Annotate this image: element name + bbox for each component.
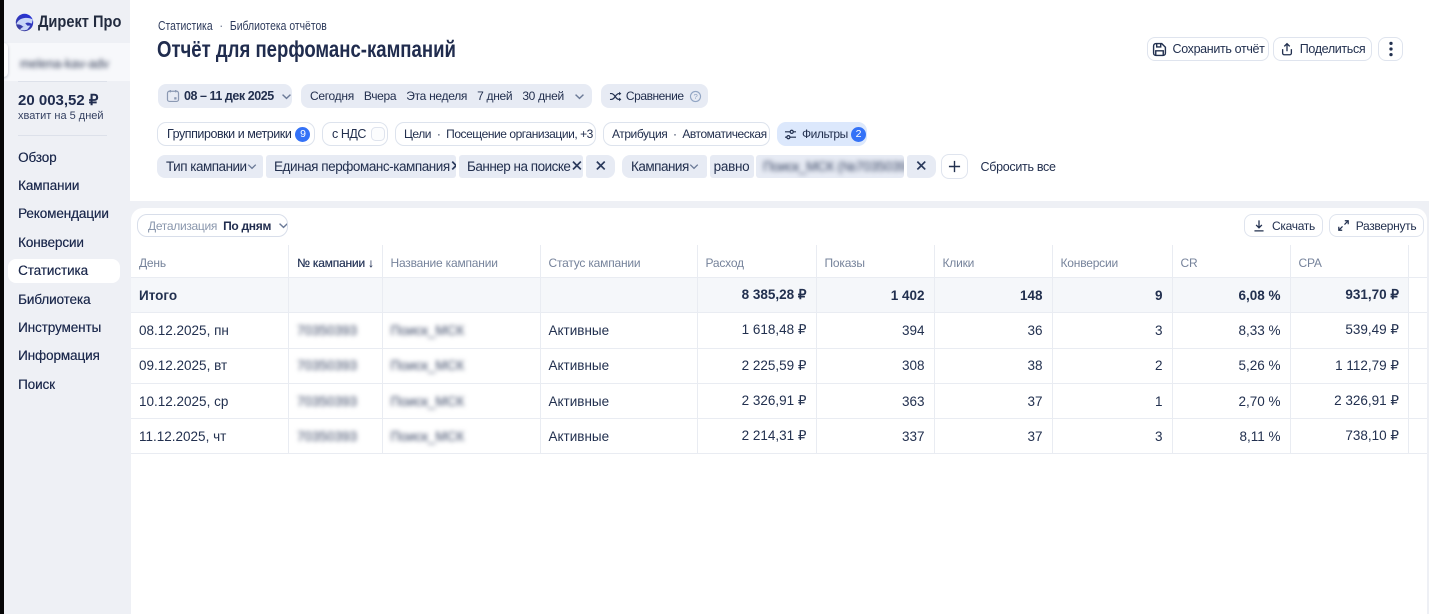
svg-text:?: ? (693, 92, 697, 101)
